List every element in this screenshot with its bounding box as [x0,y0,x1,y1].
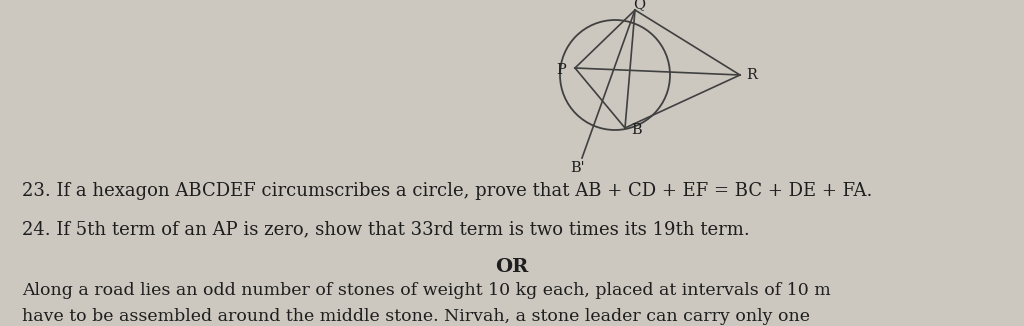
Text: Q: Q [633,0,645,11]
Text: 24. If 5th term of an AP is zero, show that 33rd term is two times its 19th term: 24. If 5th term of an AP is zero, show t… [22,220,750,238]
Text: Along a road lies an odd number of stones of weight 10 kg each, placed at interv: Along a road lies an odd number of stone… [22,282,830,299]
Text: R: R [746,68,758,82]
Text: B': B' [570,161,586,175]
Text: OR: OR [496,258,528,276]
Text: 23. If a hexagon ABCDEF circumscribes a circle, prove that AB + CD + EF = BC + D: 23. If a hexagon ABCDEF circumscribes a … [22,182,872,200]
Text: have to be assembled around the middle stone. Nirvah, a stone leader can carry o: have to be assembled around the middle s… [22,308,810,325]
Text: P: P [556,63,566,77]
Text: B: B [632,123,642,137]
